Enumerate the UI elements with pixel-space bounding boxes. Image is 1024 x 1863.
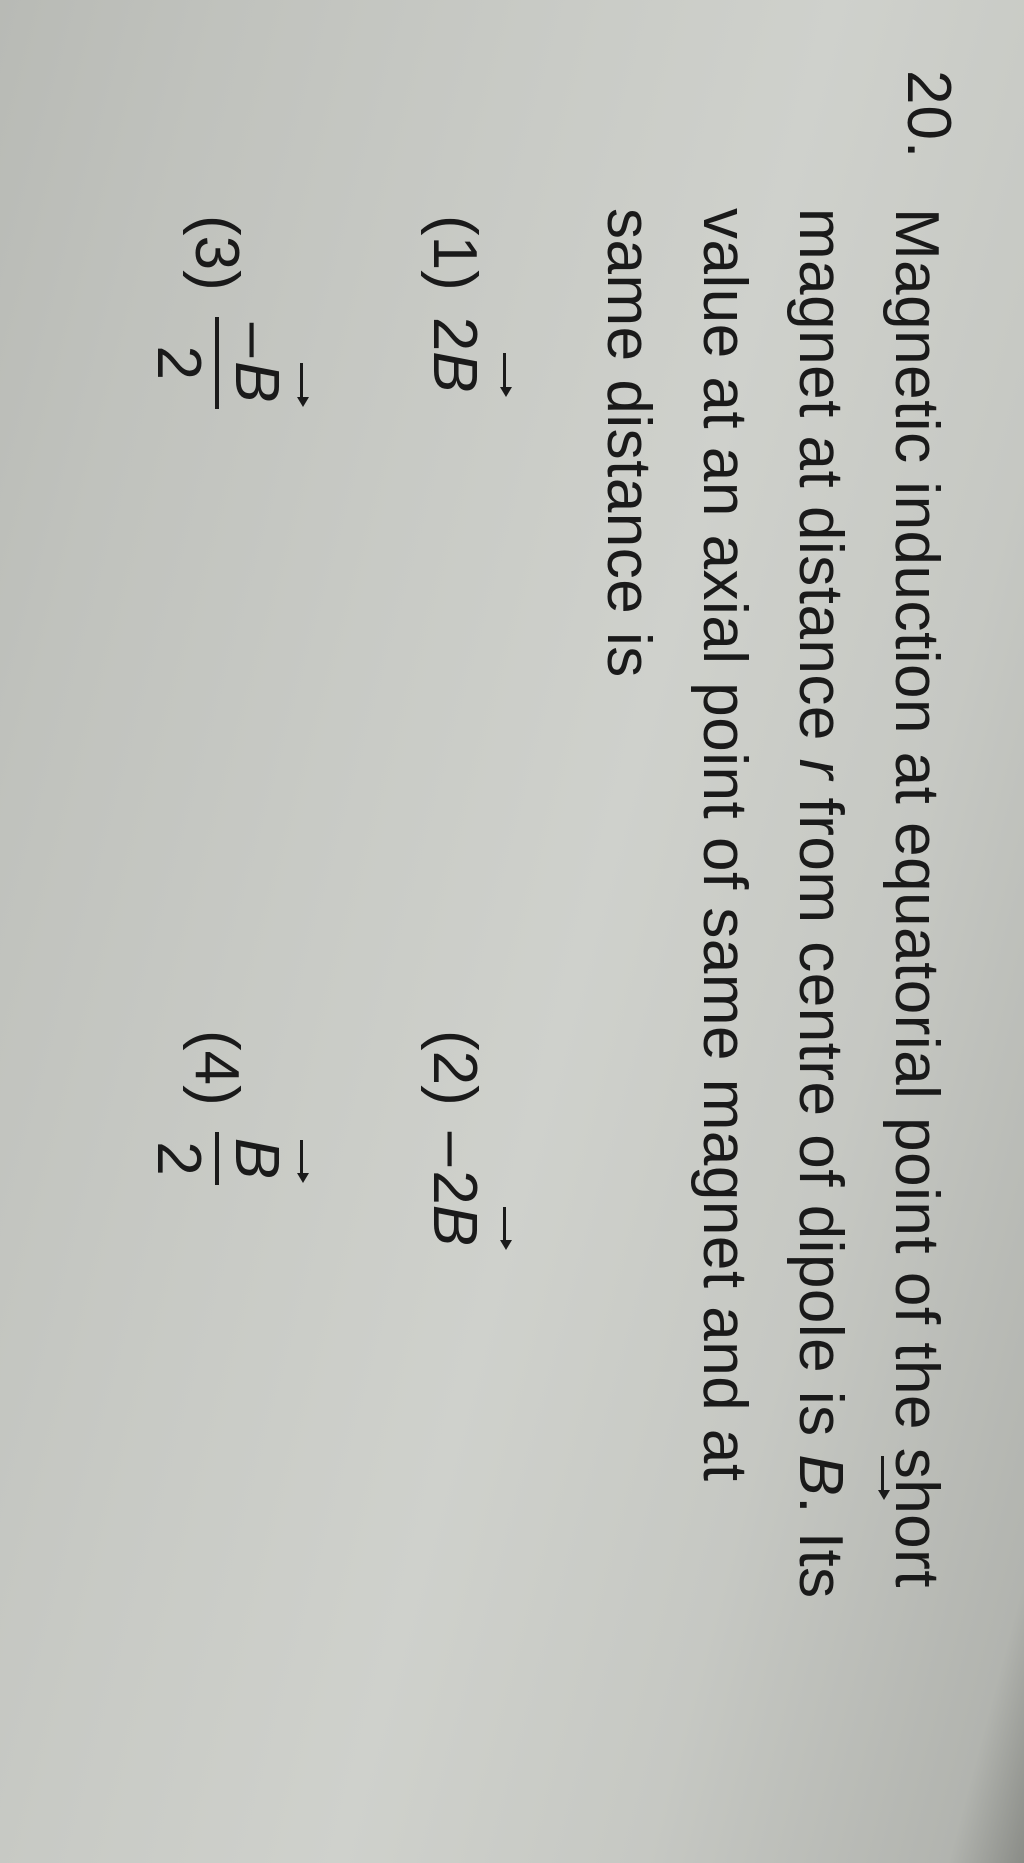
vector-arrow-icon	[879, 1456, 889, 1500]
option-4-expr: B 2	[145, 1132, 289, 1185]
option-3-neg: –	[222, 323, 291, 357]
option-4-sym: B	[222, 1138, 291, 1179]
option-3-label: (3)	[181, 215, 252, 291]
stem-line3: value at an axial point of same magnet a…	[690, 208, 759, 1482]
option-4-label: (4)	[181, 1030, 252, 1106]
fraction-bar	[215, 317, 219, 409]
option-2: (2) – 2B	[419, 1030, 490, 1765]
vector-arrow-icon	[501, 1207, 511, 1250]
option-3-numerator: –B	[223, 317, 289, 409]
question-number: 20.	[893, 70, 964, 180]
option-3-vector: B	[225, 361, 287, 402]
option-1-sym: B	[420, 351, 489, 392]
stem-line2b: from centre of dipole is	[786, 780, 855, 1455]
stem-line1: Magnetic induction at equatorial point o…	[882, 208, 951, 1588]
question-stem: Magnetic induction at equatorial point o…	[580, 208, 964, 1599]
variable-r: r	[786, 759, 855, 780]
option-3-denominator: 2	[145, 339, 211, 385]
option-2-sym: B	[420, 1205, 489, 1246]
option-1-expr: 2B	[419, 317, 490, 393]
option-1-label: (1)	[419, 215, 490, 291]
option-2-label: (2)	[419, 1030, 490, 1106]
option-2-expr: – 2B	[419, 1132, 490, 1246]
option-2-neg: –	[419, 1132, 490, 1166]
stem-line2a: magnet at distance	[786, 208, 855, 759]
option-1-coef: 2	[419, 317, 490, 351]
option-3-fraction: –B 2	[145, 317, 289, 409]
vector-B: B	[772, 1454, 868, 1496]
option-4-numerator: B	[223, 1132, 289, 1185]
vector-arrow-icon	[501, 353, 511, 396]
option-2-coef: 2	[419, 1170, 490, 1204]
option-3: (3) –B 2	[145, 215, 289, 950]
rotated-page: 20. Magnetic induction at equatorial poi…	[0, 0, 1024, 1024]
vector-B-symbol: B	[786, 1454, 855, 1496]
option-2-vector: B	[419, 1205, 490, 1246]
question-row: 20. Magnetic induction at equatorial poi…	[580, 70, 964, 1803]
option-4: (4) B 2	[145, 1030, 289, 1765]
stem-line2c: . Its	[786, 1496, 855, 1598]
option-3-expr: –B 2	[145, 317, 289, 409]
options-grid: (1) 2B (2) –2B (3) –B	[145, 215, 490, 1765]
question-block: 20. Magnetic induction at equatorial poi…	[0, 0, 1024, 1863]
option-4-denominator: 2	[145, 1135, 211, 1181]
option-1: (1) 2B	[419, 215, 490, 950]
stem-line4: same distance is	[594, 208, 663, 678]
option-4-vector: B	[225, 1138, 287, 1179]
option-1-vector: B	[419, 351, 490, 392]
option-4-fraction: B 2	[145, 1132, 289, 1185]
fraction-bar	[215, 1132, 219, 1185]
option-3-sym: B	[222, 361, 291, 402]
vector-arrow-icon	[298, 363, 308, 406]
vector-arrow-icon	[298, 1140, 308, 1183]
